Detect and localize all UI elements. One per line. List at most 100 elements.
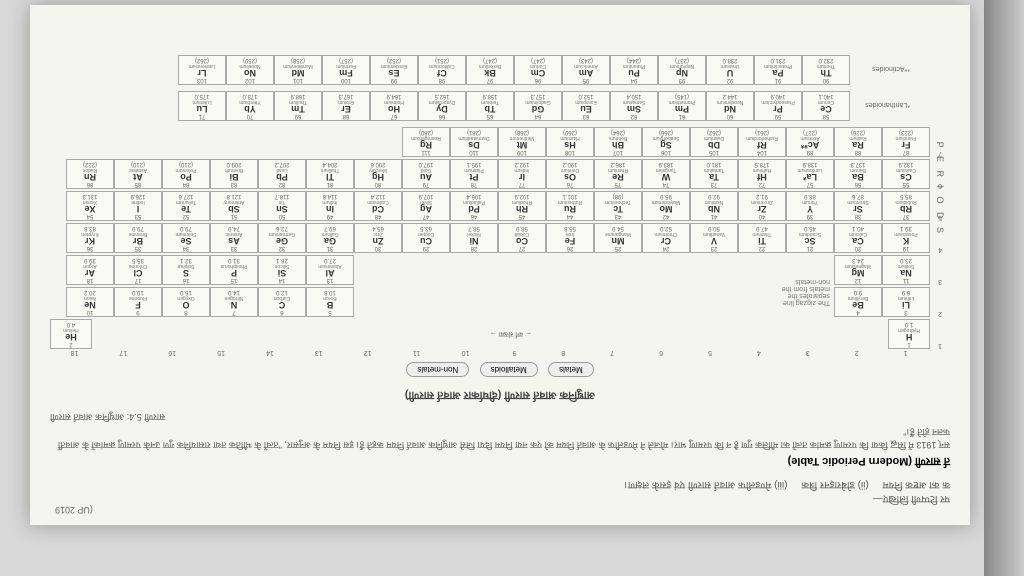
empty-cell <box>133 319 175 349</box>
element-cell: 75ReRhenium186.2 <box>594 159 642 189</box>
empty-cell <box>354 255 402 285</box>
book-spine <box>984 0 1024 576</box>
group-number: 3 <box>783 349 832 356</box>
empty-cell <box>847 319 889 349</box>
group-number: 18 <box>50 349 99 356</box>
element-cell: 73TaTantalum181.0 <box>690 159 738 189</box>
header-opt-b: (ii) डोबेराइनर त्रिक <box>801 479 868 490</box>
element-cell: 96CmCurium(247) <box>514 55 562 85</box>
element-cell: 104RfRutherfordium(261) <box>738 127 786 157</box>
element-cell: 3LiLithium6.9 <box>882 287 930 317</box>
element-cell: 74WTungsten183.9 <box>642 159 690 189</box>
element-cell: 63EuEuropium152.0 <box>562 91 610 121</box>
element-cell: 36KrKrypton83.8 <box>66 223 114 253</box>
element-cell: 28NiNickel58.7 <box>450 223 498 253</box>
element-cell: 8OOxygen16.0 <box>162 287 210 317</box>
element-cell: 79AuGold197.0 <box>402 159 450 189</box>
element-cell: 48CdCadmium112.4 <box>354 191 402 221</box>
element-cell: 9FFluorine19.0 <box>114 287 162 317</box>
element-cell: 26FeIron55.8 <box>546 223 594 253</box>
element-cell: 97BkBerkelium(247) <box>466 55 514 85</box>
element-cell: 29CuCopper63.5 <box>402 223 450 253</box>
header-opt-a: क का अष्टक नियम <box>883 479 950 490</box>
element-cell: 38SrStrontium87.6 <box>834 191 882 221</box>
empty-cell <box>738 255 786 285</box>
element-cell: 55CsCaesium132.9 <box>882 159 930 189</box>
empty-cell: ← वर्ग संख्या → <box>424 319 597 349</box>
element-cell: 72HfHafnium178.5 <box>738 159 786 189</box>
group-number: 4 <box>734 349 783 356</box>
period-number: 3 <box>930 278 942 285</box>
empty-cell <box>597 319 639 349</box>
empty-cell <box>258 127 306 157</box>
book-page: (UP 2019 पर टिप्पणी लिखिए— क का अष्टक नि… <box>30 5 970 525</box>
element-cell: 81TlThallium204.4 <box>306 159 354 189</box>
element-cell: 11NaSodium23.0 <box>882 255 930 285</box>
empty-cell <box>306 127 354 157</box>
empty-cell <box>450 255 498 285</box>
element-cell: 25MnManganese54.9 <box>594 223 642 253</box>
element-cell: 31GaGallium69.7 <box>306 223 354 253</box>
element-cell: 66DyDysprosium162.5 <box>418 91 466 121</box>
element-cell: 27CoCobalt58.9 <box>498 223 546 253</box>
empty-cell <box>690 287 738 317</box>
periodic-table: 11HHydrogen1.0← वर्ग संख्या →2HeHelium4.… <box>50 125 950 349</box>
element-cell: 98CfCalifornium(251) <box>418 55 466 85</box>
empty-cell <box>217 319 259 349</box>
empty-cell <box>738 287 786 317</box>
element-cell: 56BaBarium137.3 <box>834 159 882 189</box>
empty-cell <box>300 319 342 349</box>
empty-cell <box>114 127 162 157</box>
element-cell: 90ThThorium232.0 <box>802 55 850 85</box>
element-cell: 16SSulphur32.1 <box>162 255 210 285</box>
element-cell: 18ArArgon39.9 <box>66 255 114 285</box>
element-cell: 22TiTitanium47.9 <box>738 223 786 253</box>
group-number: 1 <box>881 349 930 356</box>
actin-label: **Actinoides <box>850 53 910 85</box>
element-cell: 42MoMolybdenum95.9 <box>642 191 690 221</box>
period-number: 7 <box>930 150 942 157</box>
element-cell: 23VVanadium50.9 <box>690 223 738 253</box>
empty-cell <box>764 319 806 349</box>
periodic-title: आधुनिक आवर्त सारणी (दीर्घाकार आवर्त सारण… <box>50 388 950 403</box>
element-cell: 102NoNobelium(259) <box>226 55 274 85</box>
element-cell: 65TbTerbium158.9 <box>466 91 514 121</box>
lanth-label: *Lanthanoides <box>850 89 910 121</box>
periodic-container: The zigzag line separates the metals fro… <box>50 53 950 356</box>
element-cell: 32GeGermanium72.6 <box>258 223 306 253</box>
group-labels: 123456789101112131415161718 <box>50 349 930 356</box>
element-cell: 2HeHelium4.0 <box>50 319 92 349</box>
element-cell: 106SgSeaborgium(266) <box>642 127 690 157</box>
element-cell: 69TmThulium168.9 <box>274 91 322 121</box>
header-opt-c: (iii) मेण्डलीफ आवर्त सारणी एवं इसके लक्ष… <box>624 479 787 490</box>
group-number: 16 <box>148 349 197 356</box>
element-cell: 59PrPraseodymium140.9 <box>754 91 802 121</box>
empty-cell <box>546 255 594 285</box>
empty-cell <box>805 319 847 349</box>
element-cell: 67HoHolmium164.9 <box>370 91 418 121</box>
element-cell: 44RuRuthenium101.1 <box>546 191 594 221</box>
element-cell: 101MdMendelevium(258) <box>274 55 322 85</box>
element-cell: 12MgMagnesium24.3 <box>834 255 882 285</box>
element-cell: 85AtAstatine(210) <box>114 159 162 189</box>
empty-cell <box>66 127 114 157</box>
legend-metalloids: Metalloids <box>480 362 538 377</box>
section-heading: र्त सारणी (Modern Periodic Table) <box>50 454 950 469</box>
period-row: 11HHydrogen1.0← वर्ग संख्या →2HeHelium4.… <box>50 317 930 349</box>
empty-cell <box>341 319 383 349</box>
element-cell: 86RnRadon(222) <box>66 159 114 189</box>
element-cell: 87FrFrancium(223) <box>882 127 930 157</box>
period-number: 5 <box>930 214 942 221</box>
group-number: 2 <box>832 349 881 356</box>
element-cell: 76OsOsmium190.2 <box>546 159 594 189</box>
element-cell: 94PuPlutonium(244) <box>610 55 658 85</box>
empty-cell <box>210 127 258 157</box>
element-cell: 111RgRoentgenium(280) <box>402 127 450 157</box>
element-cell: 57La*Lanthanum138.9 <box>786 159 834 189</box>
group-number: 9 <box>490 349 539 356</box>
period-row: 419KPotassium39.120CaCalcium40.121ScScan… <box>50 221 930 253</box>
group-number: 15 <box>197 349 246 356</box>
element-cell: 62SmSamarium150.4 <box>610 91 658 121</box>
element-cell: 7NNitrogen14.0 <box>210 287 258 317</box>
group-number: 5 <box>686 349 735 356</box>
